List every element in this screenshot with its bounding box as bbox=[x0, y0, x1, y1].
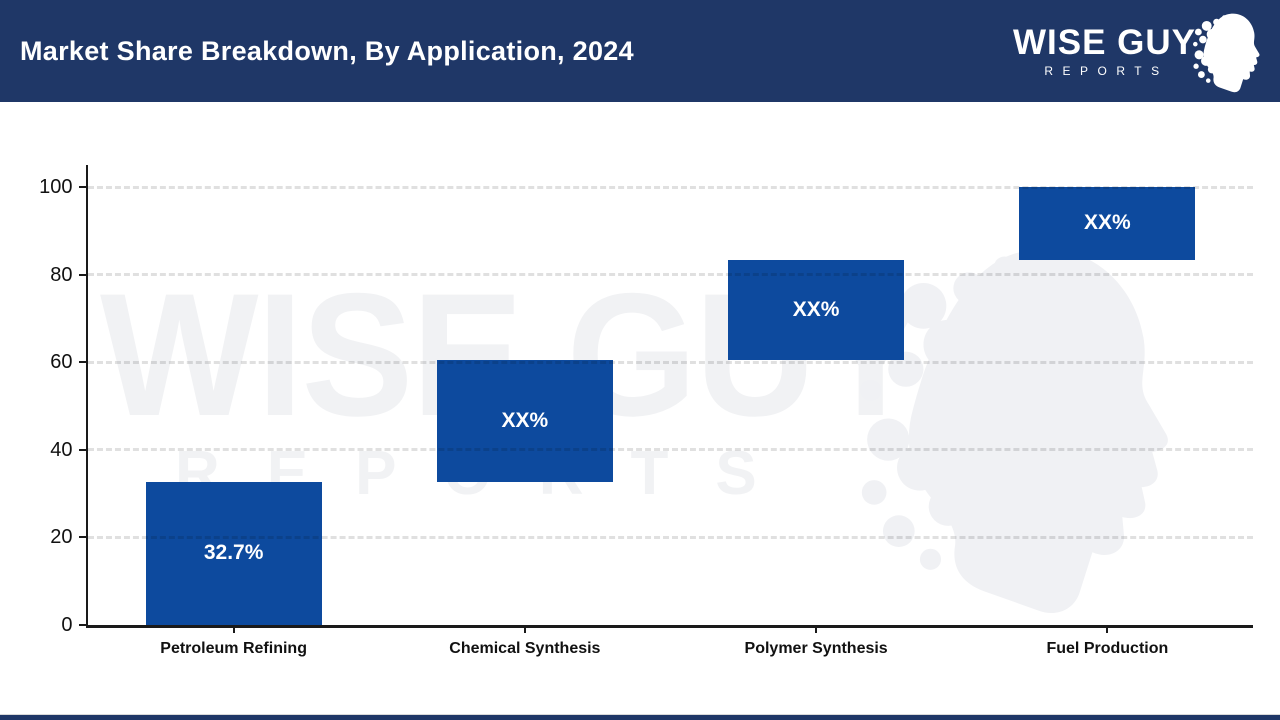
gridline-80 bbox=[88, 273, 1253, 277]
y-tick-label: 60 bbox=[50, 351, 73, 374]
y-tick-mark bbox=[78, 361, 86, 364]
gridline-60 bbox=[88, 360, 1253, 364]
logo-head-icon bbox=[1190, 9, 1266, 93]
y-tick-mark bbox=[78, 273, 86, 276]
bar-value-label: XX% bbox=[501, 408, 549, 432]
y-tick-label: 40 bbox=[50, 438, 73, 461]
footer-bar bbox=[0, 714, 1280, 720]
y-tick-label: 0 bbox=[61, 614, 73, 636]
gridline-100 bbox=[88, 185, 1253, 189]
y-tick-mark bbox=[78, 624, 86, 626]
bar-polymer-synthesis: XX% bbox=[728, 259, 905, 360]
logo-wordmark: WISE GUY bbox=[1012, 22, 1196, 62]
gridline-20 bbox=[88, 535, 1253, 539]
y-tick-mark bbox=[78, 186, 86, 188]
x-tick-mark bbox=[815, 627, 818, 633]
x-tick-mark bbox=[232, 627, 235, 633]
bar-value-label: XX% bbox=[792, 297, 840, 321]
bar-value-label: XX% bbox=[1084, 211, 1131, 235]
y-tick-label: 20 bbox=[50, 526, 73, 549]
gridline-40 bbox=[88, 448, 1253, 452]
x-category-label: Fuel Production bbox=[1046, 640, 1169, 657]
x-category-label: Chemical Synthesis bbox=[449, 640, 601, 657]
y-tick-label: 100 bbox=[39, 176, 73, 198]
x-tick-mark bbox=[1106, 627, 1109, 633]
header-bar: Market Share Breakdown, By Application, … bbox=[0, 0, 1280, 102]
wise-guy-logo: WISE GUY REPORTS bbox=[1013, 9, 1266, 93]
bar-fuel-production: XX% bbox=[1019, 187, 1196, 260]
logo-subtitle: REPORTS bbox=[1044, 63, 1169, 78]
x-tick-mark bbox=[523, 627, 526, 633]
page-title: Market Share Breakdown, By Application, … bbox=[20, 35, 634, 66]
x-category-label: Petroleum Refining bbox=[160, 640, 307, 657]
bar-value-label: 32.7% bbox=[203, 541, 264, 565]
bar-chemical-synthesis: XX% bbox=[436, 360, 613, 482]
y-axis-line bbox=[85, 165, 88, 628]
x-axis-line bbox=[85, 625, 1253, 628]
x-category-label: Polymer Synthesis bbox=[744, 640, 888, 657]
logo-text: WISE GUY REPORTS bbox=[1013, 25, 1196, 78]
y-tick-mark bbox=[78, 536, 86, 539]
y-tick-mark bbox=[78, 448, 86, 451]
bar-petroleum-refining: 32.7% bbox=[145, 481, 322, 625]
y-tick-label: 80 bbox=[50, 263, 73, 286]
